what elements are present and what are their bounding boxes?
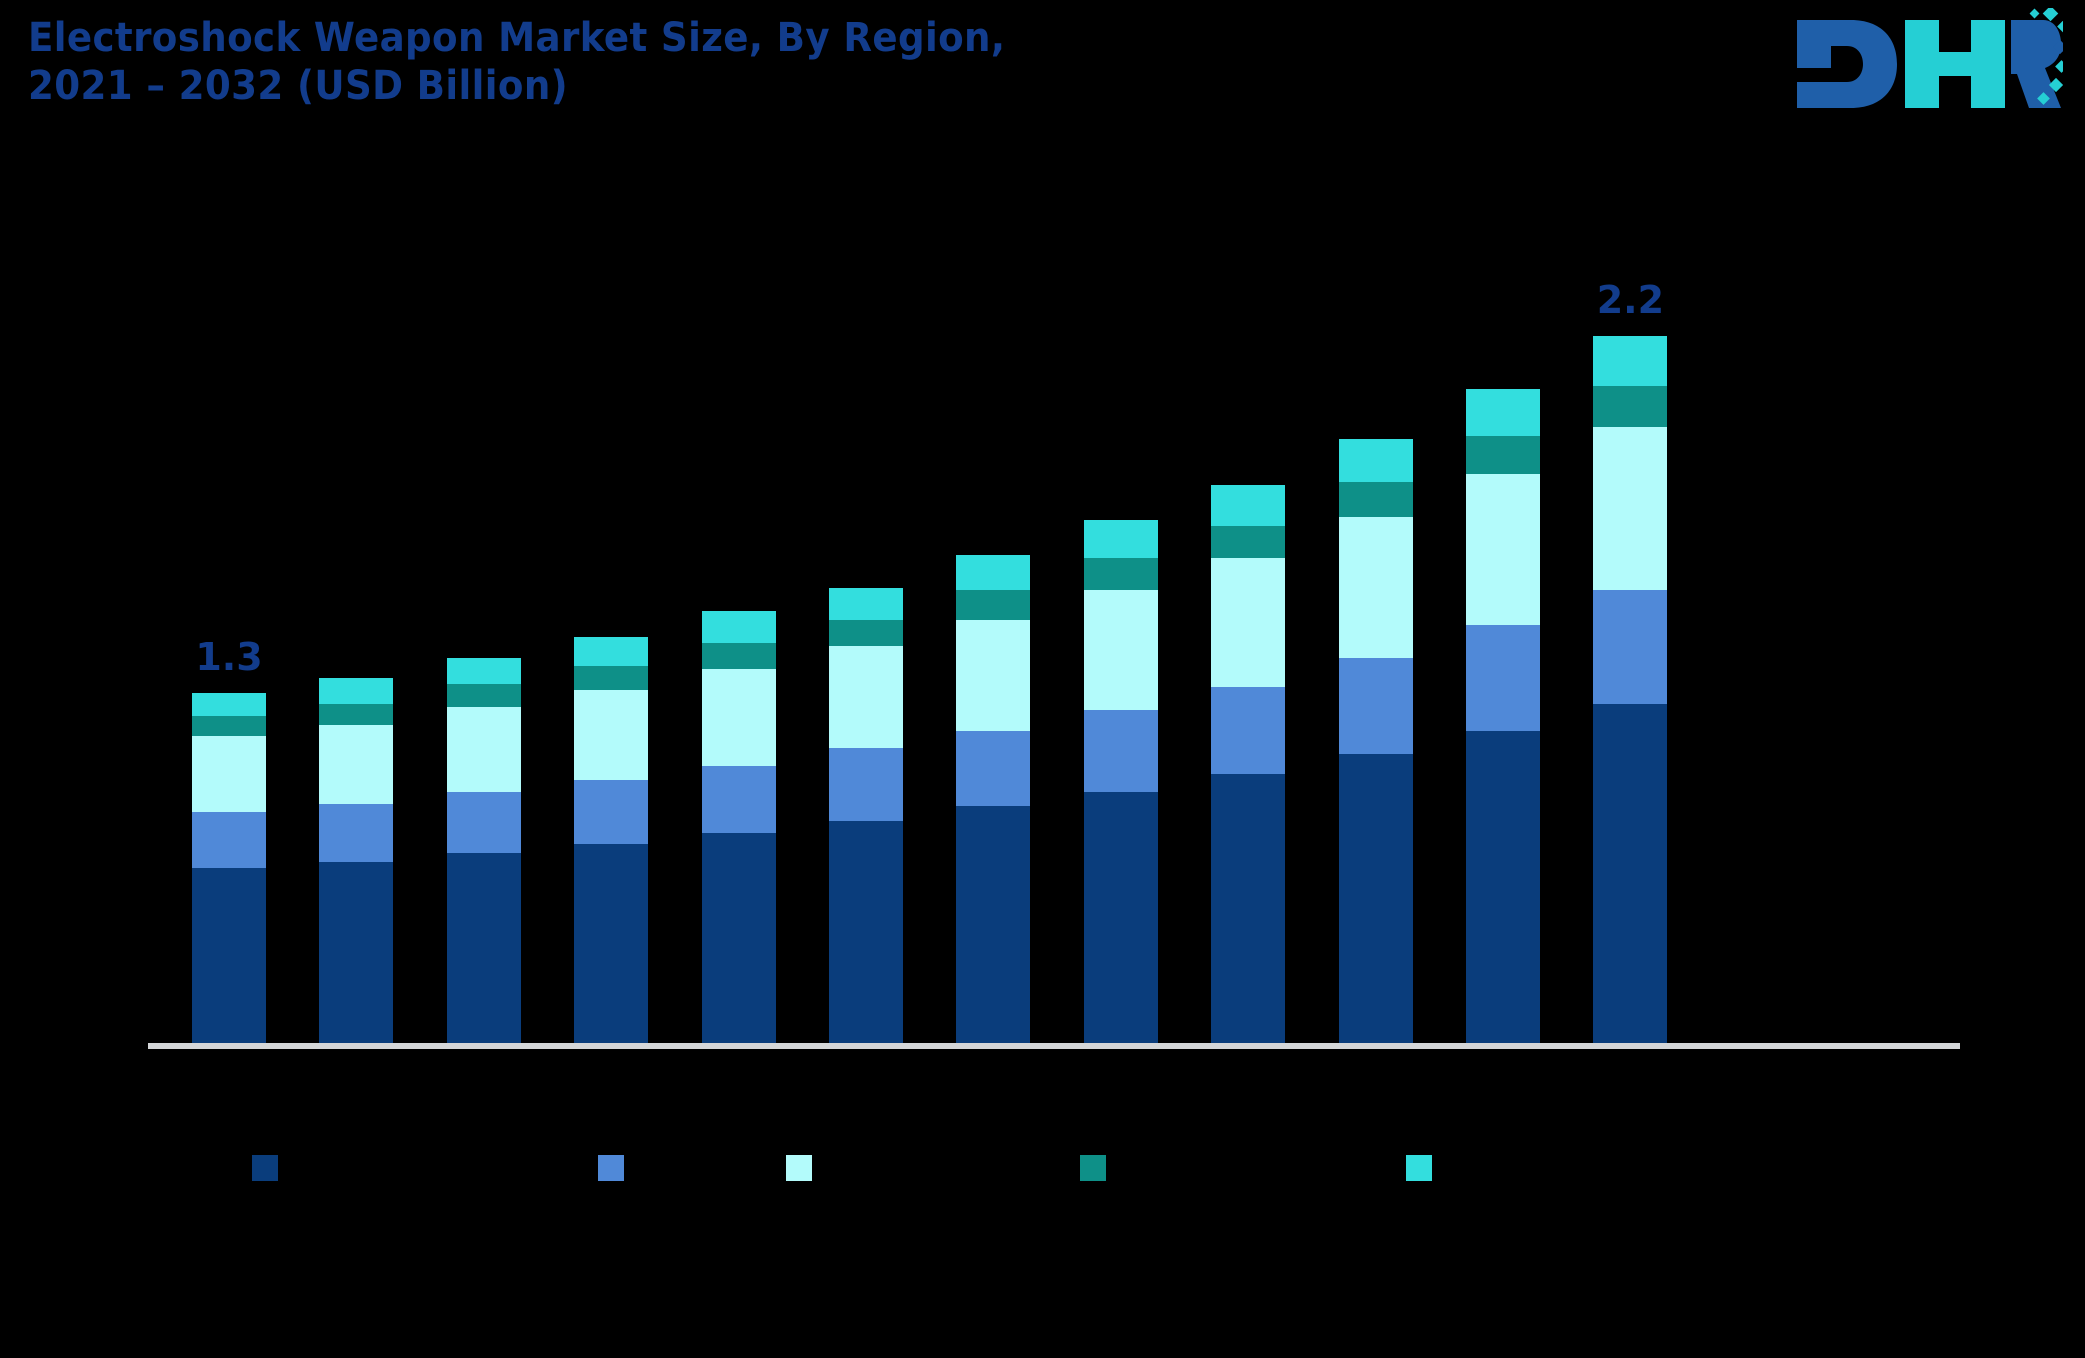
segment-north-america <box>1338 753 1413 1043</box>
segment-latin-america <box>574 666 649 690</box>
legend-item-north-america[interactable] <box>252 1155 288 1181</box>
bar-2026[interactable] <box>829 587 903 1043</box>
segment-mea <box>956 555 1031 591</box>
legend-swatch-mea <box>1406 1155 1432 1181</box>
segment-asia-pacific <box>446 707 521 792</box>
bar-2024[interactable] <box>574 637 649 1043</box>
segment-mea <box>1593 336 1668 387</box>
legend-swatch-latin-america <box>1080 1155 1106 1181</box>
segment-north-america <box>192 867 266 1043</box>
legend-swatch-asia-pacific <box>786 1155 812 1181</box>
segment-asia-pacific <box>574 689 649 781</box>
bar-value-label-2032: 2.2 <box>1596 278 1665 323</box>
segment-north-america <box>1211 774 1286 1043</box>
segment-mea <box>1338 438 1413 483</box>
segment-latin-america <box>829 619 903 646</box>
segment-mea <box>701 610 776 643</box>
bar-2028[interactable] <box>1083 520 1158 1043</box>
bar-value-label-2021: 1.3 <box>195 634 263 679</box>
legend-item-mea[interactable] <box>1406 1155 1442 1181</box>
bar-2023[interactable] <box>446 657 521 1043</box>
segment-latin-america <box>1593 386 1668 427</box>
bar-2029[interactable] <box>1211 485 1286 1043</box>
segment-latin-america <box>1338 482 1413 518</box>
segment-mea <box>1211 485 1286 527</box>
segment-north-america <box>1593 704 1668 1043</box>
segment-mea <box>829 587 903 620</box>
segment-europe <box>829 748 903 822</box>
segment-mea <box>319 678 394 705</box>
dhr-logo-mark <box>1797 8 2063 108</box>
segment-north-america <box>1466 730 1540 1043</box>
segment-mea <box>574 637 649 667</box>
legend-item-asia-pacific[interactable] <box>786 1155 822 1181</box>
legend-swatch-europe <box>598 1155 624 1181</box>
bar-2027[interactable] <box>956 555 1031 1043</box>
segment-europe <box>956 730 1031 807</box>
segment-europe <box>1593 590 1668 705</box>
segment-north-america <box>701 832 776 1043</box>
segment-europe <box>1083 710 1158 792</box>
segment-north-america <box>829 821 903 1043</box>
bar-2032[interactable] <box>1593 336 1668 1043</box>
segment-latin-america <box>192 716 266 737</box>
segment-north-america <box>446 853 521 1043</box>
segment-asia-pacific <box>319 724 394 804</box>
segment-north-america <box>1083 791 1158 1043</box>
segment-europe <box>701 765 776 833</box>
bar-2022[interactable] <box>319 678 394 1043</box>
segment-latin-america <box>1466 435 1540 474</box>
legend-item-latin-america[interactable] <box>1080 1155 1116 1181</box>
segment-latin-america <box>956 590 1031 620</box>
legend-item-europe[interactable] <box>598 1155 634 1181</box>
segment-asia-pacific <box>956 619 1031 731</box>
segment-asia-pacific <box>1211 558 1286 687</box>
segment-europe <box>192 812 266 868</box>
segment-mea <box>192 692 266 716</box>
segment-north-america <box>574 844 649 1043</box>
legend-swatch-north-america <box>252 1155 278 1181</box>
segment-europe <box>319 803 394 862</box>
segment-asia-pacific <box>701 669 776 766</box>
dhr-logo <box>1793 8 2063 120</box>
segment-europe <box>1338 657 1413 754</box>
segment-north-america <box>956 806 1031 1043</box>
segment-asia-pacific <box>192 736 266 813</box>
bar-2030[interactable] <box>1338 438 1413 1043</box>
bar-2025[interactable] <box>701 610 776 1043</box>
segment-asia-pacific <box>1338 517 1413 658</box>
segment-asia-pacific <box>829 645 903 749</box>
bar-2021[interactable] <box>192 692 266 1043</box>
segment-asia-pacific <box>1466 473 1540 626</box>
segment-latin-america <box>1083 558 1158 591</box>
title-line-1: Electroshock Weapon Market Size, By Regi… <box>28 15 1006 61</box>
segment-latin-america <box>319 704 394 725</box>
chart-legend <box>0 1155 2085 1215</box>
plot-area: 1.3 2.2 <box>148 278 1960 1049</box>
segment-europe <box>1466 625 1540 731</box>
segment-asia-pacific <box>1083 590 1158 711</box>
page-title: Electroshock Weapon Market Size, By Regi… <box>28 14 1328 110</box>
segment-north-america <box>319 861 394 1043</box>
segment-europe <box>446 791 521 854</box>
segment-mea <box>1083 520 1158 559</box>
bar-2031[interactable] <box>1466 388 1540 1043</box>
segment-latin-america <box>446 683 521 708</box>
segment-europe <box>574 780 649 845</box>
segment-asia-pacific <box>1593 426 1668 591</box>
segment-latin-america <box>701 642 776 670</box>
segment-europe <box>1211 686 1286 775</box>
segment-latin-america <box>1211 526 1286 559</box>
segment-mea <box>446 657 521 684</box>
x-axis-line <box>148 1043 1960 1049</box>
title-line-2: 2021 – 2032 (USD Billion) <box>28 63 569 109</box>
segment-mea <box>1466 388 1540 436</box>
